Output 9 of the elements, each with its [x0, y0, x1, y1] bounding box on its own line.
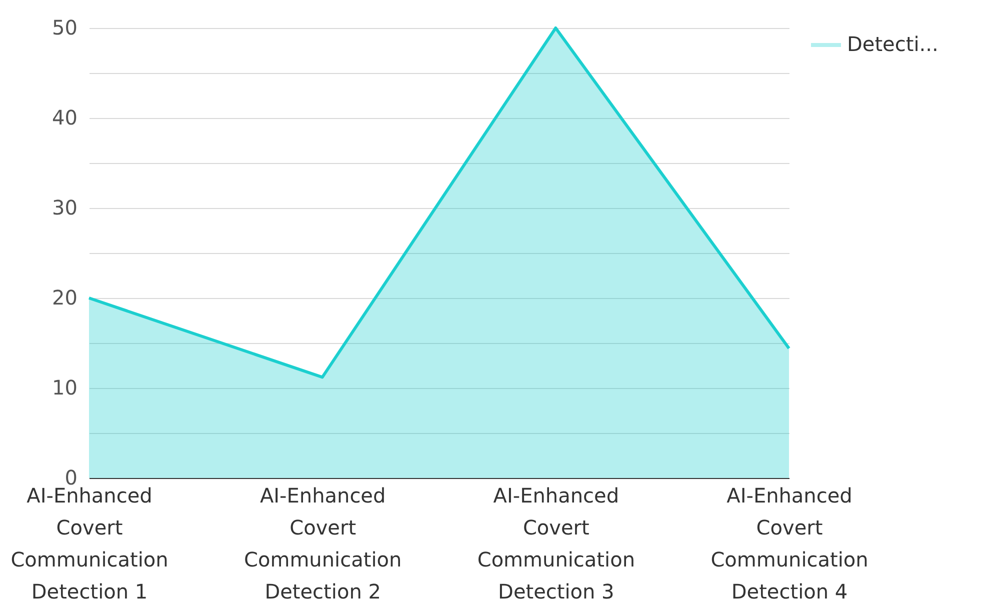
y-tick-label: 30 — [52, 196, 78, 220]
legend-label: Detecti... — [847, 32, 938, 56]
y-tick-label: 50 — [52, 16, 78, 40]
x-tick-label: AI-Enhanced Covert Communication Detection 4 — [710, 484, 868, 604]
y-tick-label: 20 — [52, 286, 78, 310]
x-tick-label: AI-Enhanced Covert Communication Detection 3 — [477, 484, 635, 604]
y-tick-label: 10 — [52, 376, 78, 400]
x-tick-label: AI-Enhanced Covert Communication Detection 2 — [244, 484, 402, 604]
y-tick-label: 40 — [52, 106, 78, 130]
